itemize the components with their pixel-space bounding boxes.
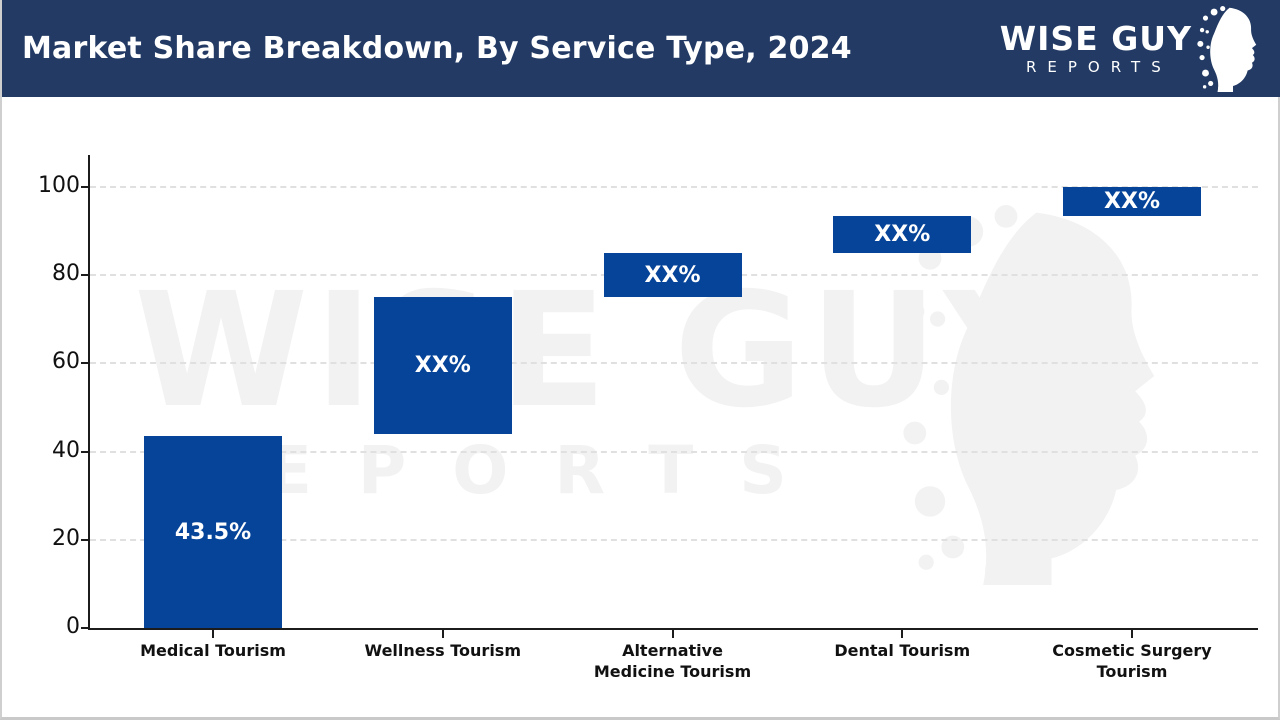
y-tick-label: 100 [38, 173, 80, 198]
bar-4: XX% [1063, 187, 1201, 216]
category-label: Dental Tourism [834, 641, 971, 660]
category-label: Wellness Tourism [364, 641, 522, 660]
bar-0: 43.5% [144, 436, 282, 628]
gridline-20 [90, 538, 1258, 541]
y-tick-label: 80 [52, 261, 80, 287]
brand-logo: WISE GUY REPORTS [1000, 5, 1258, 92]
y-tick-mark [81, 450, 90, 453]
y-tick-mark [81, 274, 90, 277]
bar-1: XX% [373, 297, 512, 434]
gridline-100 [90, 186, 1258, 188]
y-tick-label: 20 [52, 525, 80, 551]
x-tick-mark [671, 630, 674, 638]
brand-head-icon [1197, 5, 1257, 92]
y-tick-mark [81, 627, 90, 629]
y-tick-mark [81, 362, 90, 365]
y-tick-label: 60 [52, 349, 80, 375]
brand-name: WISE GUY [999, 19, 1192, 58]
y-axis-line [88, 155, 90, 630]
chart-title: Market Share Breakdown, By Service Type,… [22, 31, 852, 66]
brand-subname: REPORTS [1025, 58, 1172, 76]
x-tick-mark [441, 630, 444, 638]
y-tick-label: 40 [52, 437, 80, 463]
bar-2: XX% [603, 253, 742, 298]
header-bar: Market Share Breakdown, By Service Type,… [2, 0, 1280, 97]
x-tick-mark [212, 630, 214, 638]
category-label: Alternative Medicine Tourism [593, 641, 752, 681]
bar-value-label: 43.5% [174, 519, 252, 545]
watermark-head-graphic [893, 205, 1155, 585]
bar-value-label: XX% [1104, 188, 1160, 214]
y-tick-mark [81, 186, 90, 188]
y-tick-label: 0 [66, 614, 80, 639]
category-label: Medical Tourism [140, 641, 286, 660]
bar-value-label: XX% [414, 353, 471, 379]
x-axis-line [88, 628, 1258, 630]
y-tick-mark [81, 538, 90, 541]
bar-3: XX% [833, 215, 972, 254]
x-tick-mark [1131, 630, 1133, 638]
category-label: Cosmetic Surgery Tourism [1052, 641, 1212, 681]
x-tick-mark [901, 630, 904, 638]
brand-logo-text: WISE GUY REPORTS [1000, 22, 1192, 75]
gridline-40 [90, 450, 1258, 453]
gridline-60 [90, 362, 1258, 365]
bar-value-label: XX% [644, 262, 701, 288]
bar-value-label: XX% [874, 221, 931, 247]
